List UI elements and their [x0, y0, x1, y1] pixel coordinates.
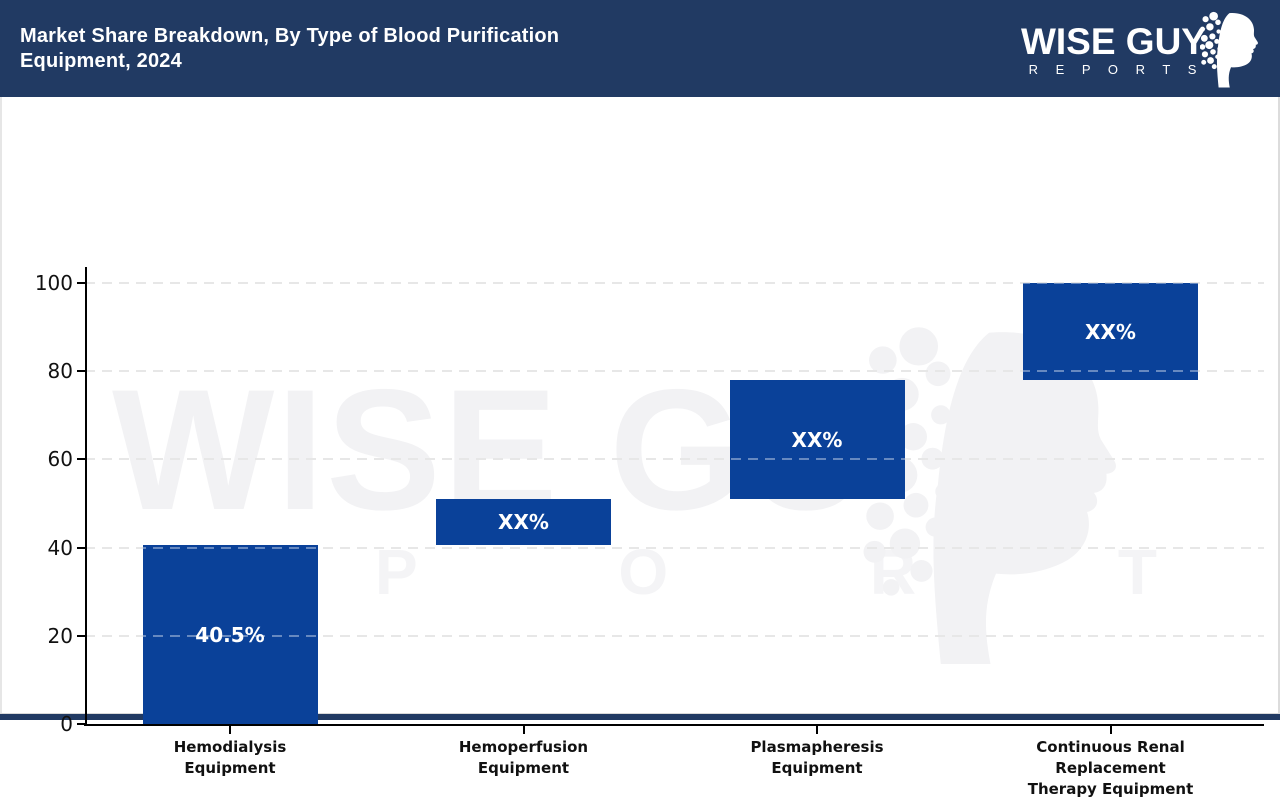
logo-head-icon: [1200, 11, 1258, 88]
x-tick-mark: [522, 726, 525, 734]
gridline: [85, 370, 1264, 373]
x-axis-label: Hemoperfusion Equipment: [458, 738, 589, 777]
gridline: [85, 634, 1264, 637]
header: Market Share Breakdown, By Type of Blood…: [0, 0, 1280, 97]
footer-bar: [0, 714, 1280, 720]
y-tick-label: 20: [47, 623, 73, 648]
chart-title-line-2: Equipment, 2024: [20, 49, 182, 72]
y-tick-label: 80: [47, 359, 73, 384]
gridline-overlay: [85, 458, 1264, 461]
bar: 40.5%: [142, 545, 318, 724]
y-tick-mark: [77, 458, 85, 461]
gridline: [85, 546, 1264, 549]
x-axis-label: Continuous Renal Replacement Therapy Equ…: [1027, 738, 1194, 798]
gridline-overlay: [85, 634, 1264, 637]
gridline: [85, 282, 1264, 284]
y-tick-mark: [77, 546, 85, 549]
bar: XX%: [436, 499, 611, 546]
y-tick-label: 100: [34, 271, 73, 295]
y-tick-mark: [77, 282, 85, 284]
frame-right: [1278, 97, 1280, 714]
x-axis-label: Plasmapheresis Equipment: [750, 738, 884, 777]
chart-area: WISE GU P O R T S 02040608010040.5%XX%XX…: [0, 97, 1280, 798]
x-tick-mark: [229, 726, 231, 734]
gridline-overlay: [85, 282, 1264, 284]
bar-value-label: XX%: [1085, 319, 1136, 344]
bar-value-label: XX%: [498, 510, 549, 535]
frame-left: [0, 97, 2, 714]
chart-title: Market Share Breakdown, By Type of Blood…: [20, 24, 559, 74]
x-tick-mark: [1109, 726, 1112, 734]
logo-name: WISE GUY: [1020, 20, 1206, 62]
x-axis-spine: [84, 724, 1264, 726]
bar-value-label: 40.5%: [195, 622, 265, 647]
logo-text: WISE GUY R E P O R T S: [1020, 20, 1206, 77]
y-tick-mark: [77, 370, 85, 373]
bar: XX%: [729, 380, 905, 500]
chart-title-line-1: Market Share Breakdown, By Type of Blood…: [20, 24, 560, 47]
x-axis-label: Hemodialysis Equipment: [173, 738, 287, 777]
gridline-overlay: [85, 370, 1264, 373]
logo-subtitle: R E P O R T S: [1028, 61, 1204, 77]
bar-value-label: XX%: [791, 427, 843, 452]
gridline: [85, 458, 1264, 461]
y-tick-mark: [77, 634, 85, 637]
x-tick-mark: [816, 726, 818, 734]
wiseguy-logo: WISE GUY R E P O R T S: [1021, 10, 1262, 90]
y-tick-label: 0: [60, 712, 73, 736]
y-axis-spine: [85, 267, 87, 726]
y-tick-label: 60: [47, 447, 73, 472]
gridline-overlay: [85, 546, 1264, 549]
y-tick-label: 40: [47, 535, 73, 560]
bar: XX%: [1023, 283, 1198, 381]
